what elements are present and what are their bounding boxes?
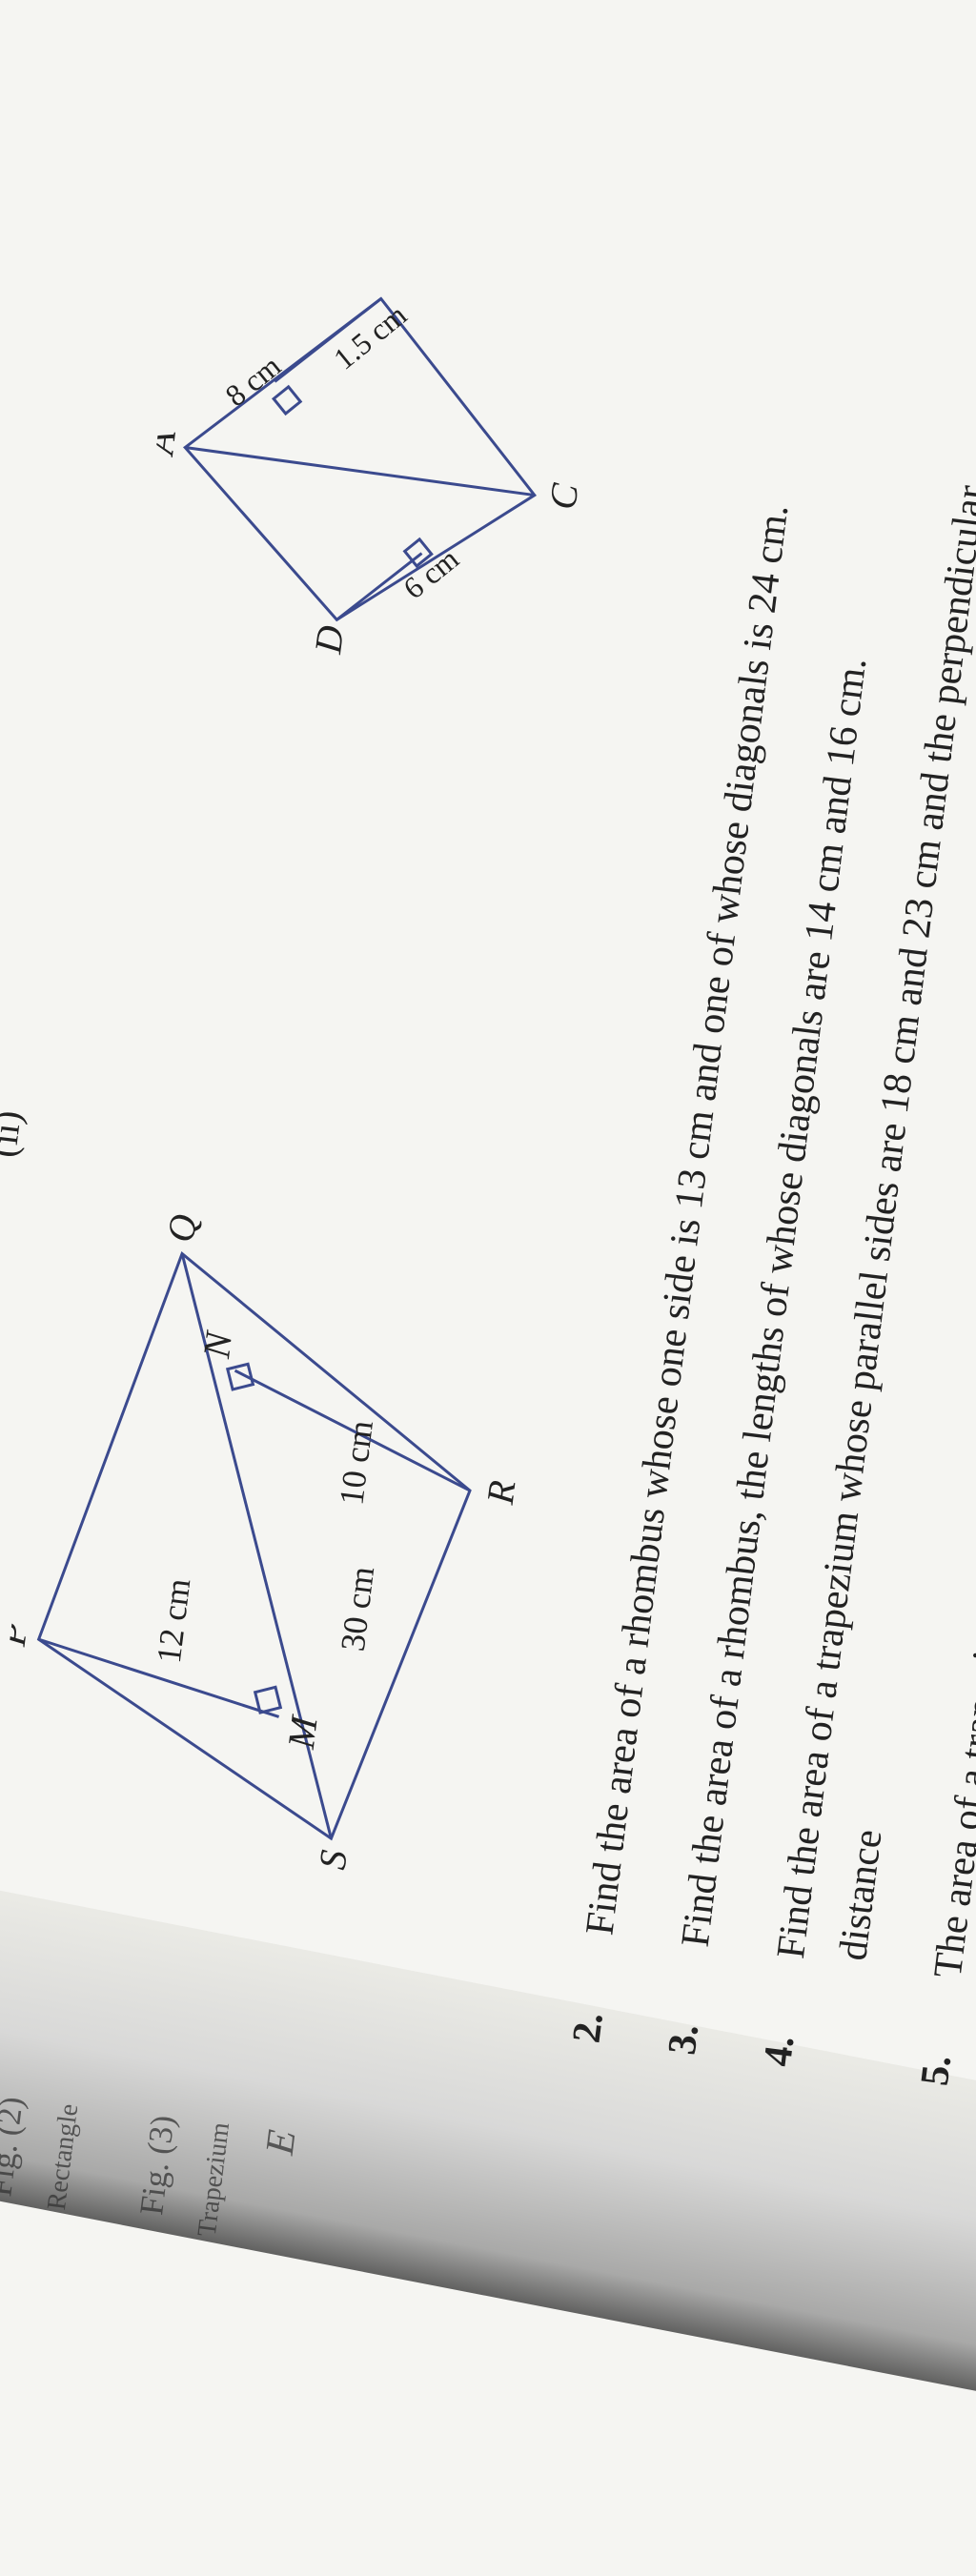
point-m: M: [279, 1712, 326, 1752]
vertex-a: A: [138, 428, 184, 459]
q4-number: 4.: [755, 1955, 823, 2014]
figures: P Q R S M N 12 cm 30 cm 10 cm: [0, 302, 704, 1909]
len-sr: 30 cm: [334, 1565, 382, 1653]
vertex-d: D: [306, 623, 352, 657]
vertex-p: P: [0, 1620, 36, 1650]
sub-ii: (ii): [0, 1108, 30, 1160]
figure-pqrs: P Q R S M N 12 cm 30 cm 10 cm: [0, 1163, 560, 1904]
q2-number: 2.: [563, 1931, 631, 1990]
len-pm: 12 cm: [150, 1576, 198, 1665]
vertex-s: S: [311, 1848, 356, 1872]
vertex-r: R: [478, 1478, 524, 1508]
len-nq: 10 cm: [333, 1418, 381, 1507]
vertex-c: C: [541, 480, 587, 512]
point-n: N: [194, 1328, 240, 1361]
vertex-q: Q: [159, 1212, 205, 1245]
q3-number: 3.: [659, 1943, 726, 2002]
figure-abcd: A B C D 8 cm 1.5 cm 6 cm: [132, 217, 620, 706]
q5-number: 5.: [912, 1974, 976, 2033]
